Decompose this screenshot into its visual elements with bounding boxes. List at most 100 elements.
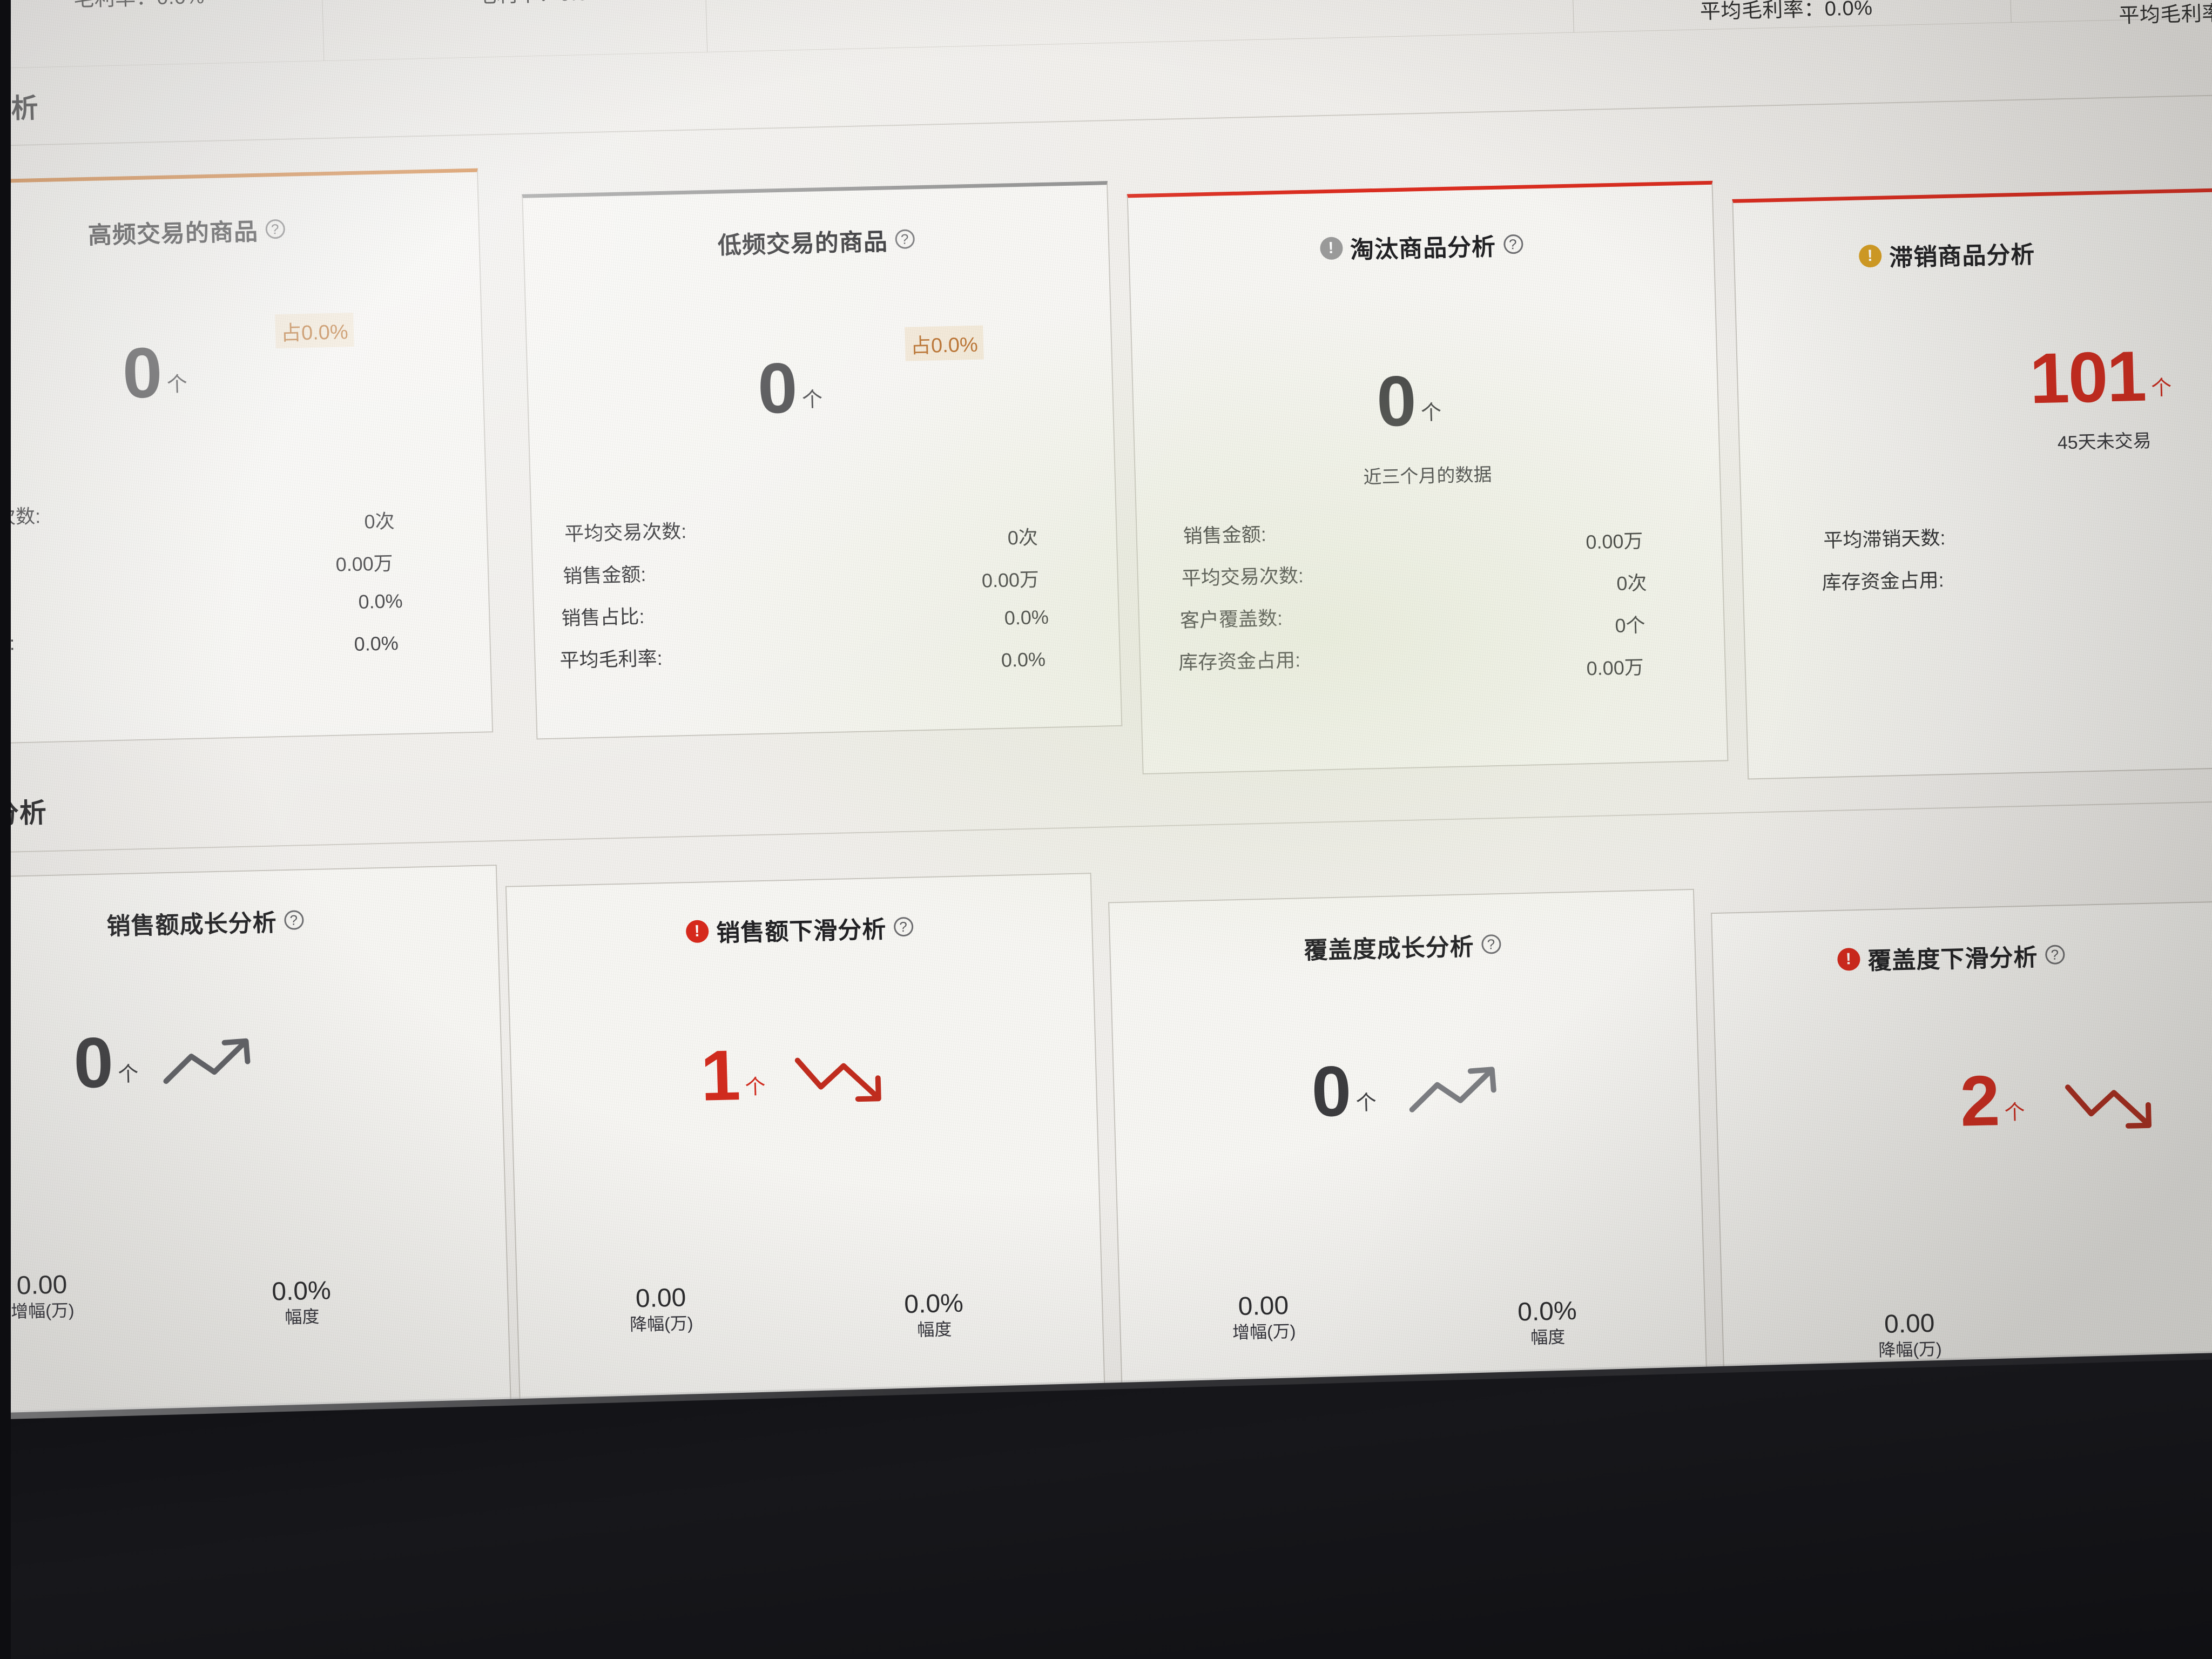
figure-caption: 增幅(万) (10, 1300, 75, 1321)
big-metric: 101 个 (2028, 336, 2172, 419)
figure-block: 0.0% 幅度 (209, 1274, 394, 1330)
metric-value: 0次 (1616, 571, 1648, 595)
help-icon[interactable]: ? (265, 219, 286, 239)
strip-metric-1: 毛利率：0.0% (73, 0, 205, 12)
metric-label: 销售金额: (1183, 523, 1267, 548)
warning-icon: ! (1858, 244, 1882, 268)
big-metric-unit: 个 (1420, 401, 1442, 425)
help-icon[interactable]: ? (1481, 934, 1501, 954)
big-metric-unit: 个 (744, 1076, 766, 1099)
big-metric-value: 0 (757, 348, 798, 428)
card-title-row: 销售额成长分析 ? (0, 898, 497, 946)
big-metric-value: 2 (1959, 1061, 2000, 1141)
growth-figures: 0.00 降幅(万) 0.0 幅度 (1723, 1300, 2212, 1360)
strip-metric-1-label: 毛利率： (73, 0, 157, 11)
big-metric: 0 个 (1375, 361, 1442, 441)
metric-value: 0.00万 (335, 552, 394, 576)
big-metric-value: 101 (2028, 336, 2147, 419)
card-sales-decline-analysis[interactable]: ! 销售额下滑分析 ? 1 个 (505, 873, 1106, 1432)
figure-value: 0.00 (635, 1283, 687, 1313)
trend-up-icon (159, 1033, 258, 1100)
metric-value: 0次 (363, 510, 395, 533)
figure-caption: 幅度 (916, 1319, 952, 1340)
strip-metric-4: 平均毛利率： (2119, 0, 2212, 29)
strip-divider (1570, 0, 1574, 33)
screen-area: 毛利率：0.0% 毛利率：0.0% 平均毛利率：0.0% 平均毛利率： 流通性分… (0, 0, 2212, 1468)
warning-icon: ! (685, 920, 709, 943)
metric-list: 平均交易次数: 0次 销售金额: 0.00万 销售占比: 0.0% 平均毛利 (0, 490, 490, 672)
strip-metric-4-label: 平均毛利率： (2118, 2, 2212, 28)
big-metric-value: 0 (121, 333, 163, 413)
strip-metric-3-value: 0.0% (1824, 0, 1873, 21)
card-sales-growth-analysis[interactable]: 销售额成长分析 ? 0 个 0 (0, 865, 512, 1429)
top-cutoff-strip: 毛利率：0.0% 毛利率：0.0% 平均毛利率：0.0% 平均毛利率： (0, 0, 2212, 70)
card-title-text: 销售额下滑分析 (716, 916, 887, 947)
metric-list: 销售金额: 0.00万 平均交易次数: 0次 客户覆盖数: 0个 库存资金占 (1137, 509, 1725, 690)
figure-value: 0.00 (16, 1270, 68, 1300)
metric-label: 库存资金占用: (1178, 649, 1301, 674)
help-icon[interactable]: ? (284, 910, 304, 930)
strip-metric-2-value: 0.0% (559, 0, 608, 5)
big-metric: 1 个 (700, 1035, 766, 1116)
card-title-text: 淘汰商品分析 (1350, 233, 1496, 264)
growth-figures: 0.00 增幅(万) 0.0% 幅度 (0, 1260, 507, 1327)
card-title-row: 高频交易的商品 ? (0, 207, 479, 255)
help-icon[interactable]: ? (1503, 234, 1523, 254)
help-icon[interactable]: ? (895, 229, 915, 249)
card-coverage-growth-analysis[interactable]: 覆盖度成长分析 ? 0 个 0 (1108, 888, 1709, 1442)
big-metric: 0 个 (1310, 1051, 1377, 1131)
card-title-row: ! 覆盖度下滑分析 ? (1713, 932, 2212, 980)
metric-label: 平均毛利率: (559, 647, 663, 672)
trend-down-icon (792, 1049, 891, 1116)
big-metric-value: 0 (1310, 1051, 1352, 1131)
figure-caption: 增幅(万) (1232, 1321, 1296, 1343)
metric-label: 客户覆盖数: (1179, 607, 1283, 632)
trend-down-icon (2062, 1075, 2161, 1142)
figure-value: 0.00 (1237, 1291, 1289, 1321)
metric-value: 0次 (1007, 526, 1038, 549)
figure-block: 0.00 增幅(万) (1171, 1289, 1356, 1345)
section-divider-growth (0, 799, 2212, 854)
big-metric: 0 个 (121, 333, 188, 413)
metric-label: 平均交易次数: (1181, 564, 1304, 590)
big-metric-unit: 个 (2150, 376, 2172, 400)
figure-block: 0.00 增幅(万) (0, 1269, 134, 1324)
big-metric: 0 个 (72, 1022, 139, 1103)
card-low-frequency-products[interactable]: 低频交易的商品 ? 占0.0% 0 个 平均交易次数: 0次 (522, 181, 1123, 740)
card-title-text: 高频交易的商品 (87, 218, 259, 249)
metric-value: 0.00万 (1585, 529, 1643, 554)
card-title-text: 覆盖度下滑分析 (1867, 944, 2039, 975)
metric-label: 库存资金占用: (1821, 569, 1945, 594)
figure-caption: 幅度 (284, 1306, 320, 1327)
figure-value: 0.0% (1517, 1296, 1577, 1327)
figure-value: 0.0% (271, 1276, 332, 1306)
strip-divider (2008, 0, 2012, 23)
warning-icon: ! (1319, 237, 1343, 260)
help-icon[interactable]: ? (2045, 945, 2065, 965)
metric-value: 0.00万 (1586, 656, 1644, 680)
big-metric-note: 45天未交易 (2057, 430, 2152, 454)
strip-divider (704, 0, 708, 52)
metric-label: 平均交易次数: (564, 520, 687, 545)
monitor-bezel-left (0, 0, 11, 1659)
figure-value: 0.00 (1884, 1309, 1936, 1339)
figure-value: 0.0% (903, 1289, 964, 1319)
card-title-row: ! 销售额下滑分析 ? (507, 905, 1091, 953)
strip-divider (321, 0, 325, 62)
share-badge: 占0.0% (905, 325, 984, 361)
card-slow-moving-products-analysis[interactable]: ! 滞销商品分析 101 个 45天未交易 平均滞销天数: (1732, 186, 2212, 780)
metric-value: 0个 (1615, 613, 1646, 637)
card-title-text: 销售额成长分析 (106, 909, 278, 940)
card-high-frequency-products[interactable]: 高频交易的商品 ? 占0.0% 0 个 平均交易次数: 0次 (0, 168, 494, 746)
figure-block: 0.00 降幅(万) (1817, 1307, 2002, 1363)
metric-label: 销售金额: (562, 563, 646, 588)
help-icon[interactable]: ? (893, 916, 914, 937)
card-eliminated-products-analysis[interactable]: ! 淘汰商品分析 ? 0 个 近三个月的数据 销售金额: 0.00万 (1127, 180, 1729, 774)
card-title-row: 覆盖度成长分析 ? (1110, 922, 1695, 970)
card-title-row: ! 淘汰商品分析 ? (1129, 222, 1714, 271)
metric-value: 0.0% (1004, 605, 1049, 629)
card-title-text: 覆盖度成长分析 (1303, 934, 1475, 965)
strip-metric-2-label: 毛利率： (476, 0, 559, 8)
card-coverage-decline-analysis[interactable]: ! 覆盖度下滑分析 ? 2 个 (1711, 899, 2212, 1458)
